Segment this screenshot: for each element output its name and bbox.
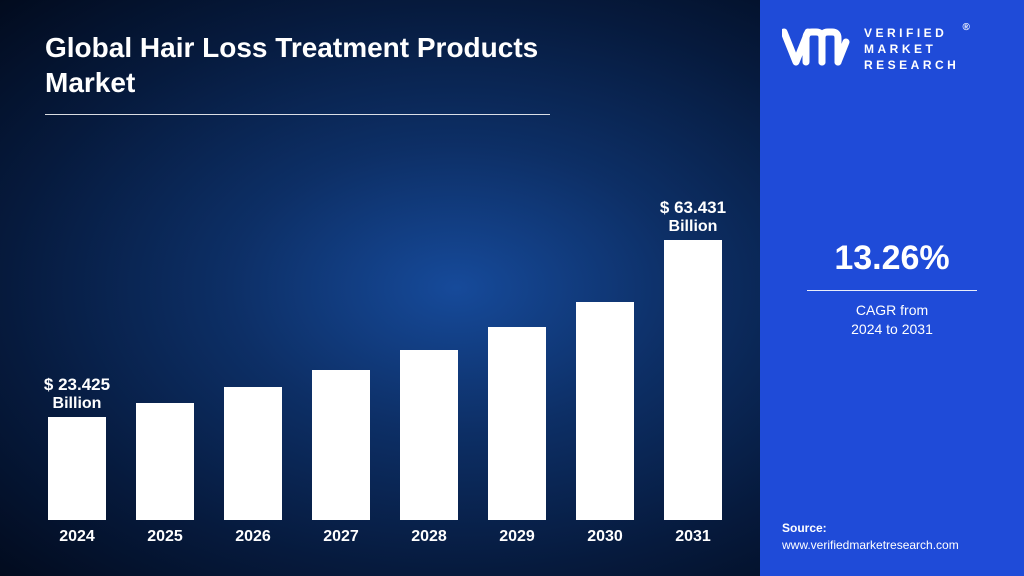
bar (576, 302, 634, 520)
bar (664, 240, 722, 520)
chart-title: Global Hair Loss Treatment Products Mark… (45, 30, 585, 100)
bar-column: 2026 (221, 387, 285, 546)
x-axis-label: 2027 (323, 528, 359, 546)
source-label: Source: (782, 521, 827, 535)
bar-column: 2030 (573, 302, 637, 546)
bar-column: $ 63.431Billion2031 (661, 240, 725, 546)
chart-panel: Global Hair Loss Treatment Products Mark… (0, 0, 760, 576)
vmr-logo-icon (782, 28, 854, 70)
x-axis-label: 2026 (235, 528, 271, 546)
source-block: Source: www.verifiedmarketresearch.com (782, 520, 959, 554)
value-callout: $ 63.431Billion (660, 198, 726, 236)
bar-chart: $ 23.425Billion2024202520262027202820292… (45, 146, 725, 546)
brand-text: VERIFIED MARKET RESEARCH ® (864, 25, 959, 74)
bar (224, 387, 282, 520)
x-axis-label: 2025 (147, 528, 183, 546)
bar-column: 2028 (397, 350, 461, 546)
bar-column: 2025 (133, 403, 197, 546)
x-axis-label: 2028 (411, 528, 447, 546)
cagr-block: 13.26% CAGR from 2024 to 2031 (782, 239, 1002, 340)
cagr-underline (807, 290, 977, 291)
bar-column: 2029 (485, 327, 549, 546)
cagr-label: CAGR from 2024 to 2031 (782, 301, 1002, 340)
title-underline (45, 114, 550, 115)
brand-logo: VERIFIED MARKET RESEARCH ® (782, 25, 1002, 74)
bar (48, 417, 106, 520)
cagr-value: 13.26% (782, 239, 1002, 278)
registered-mark: ® (962, 21, 973, 35)
bar-column: $ 23.425Billion2024 (45, 417, 109, 546)
bar (400, 350, 458, 520)
brand-line-2: MARKET (864, 42, 936, 56)
bar (488, 327, 546, 520)
brand-line-3: RESEARCH (864, 58, 959, 72)
x-axis-label: 2031 (675, 528, 711, 546)
value-callout: $ 23.425Billion (44, 375, 110, 413)
brand-line-1: VERIFIED (864, 26, 947, 40)
x-axis-label: 2029 (499, 528, 535, 546)
bar (136, 403, 194, 520)
side-panel: VERIFIED MARKET RESEARCH ® 13.26% CAGR f… (760, 0, 1024, 576)
source-url: www.verifiedmarketresearch.com (782, 538, 959, 552)
bar (312, 370, 370, 520)
x-axis-label: 2024 (59, 528, 95, 546)
bar-column: 2027 (309, 370, 373, 546)
x-axis-label: 2030 (587, 528, 623, 546)
